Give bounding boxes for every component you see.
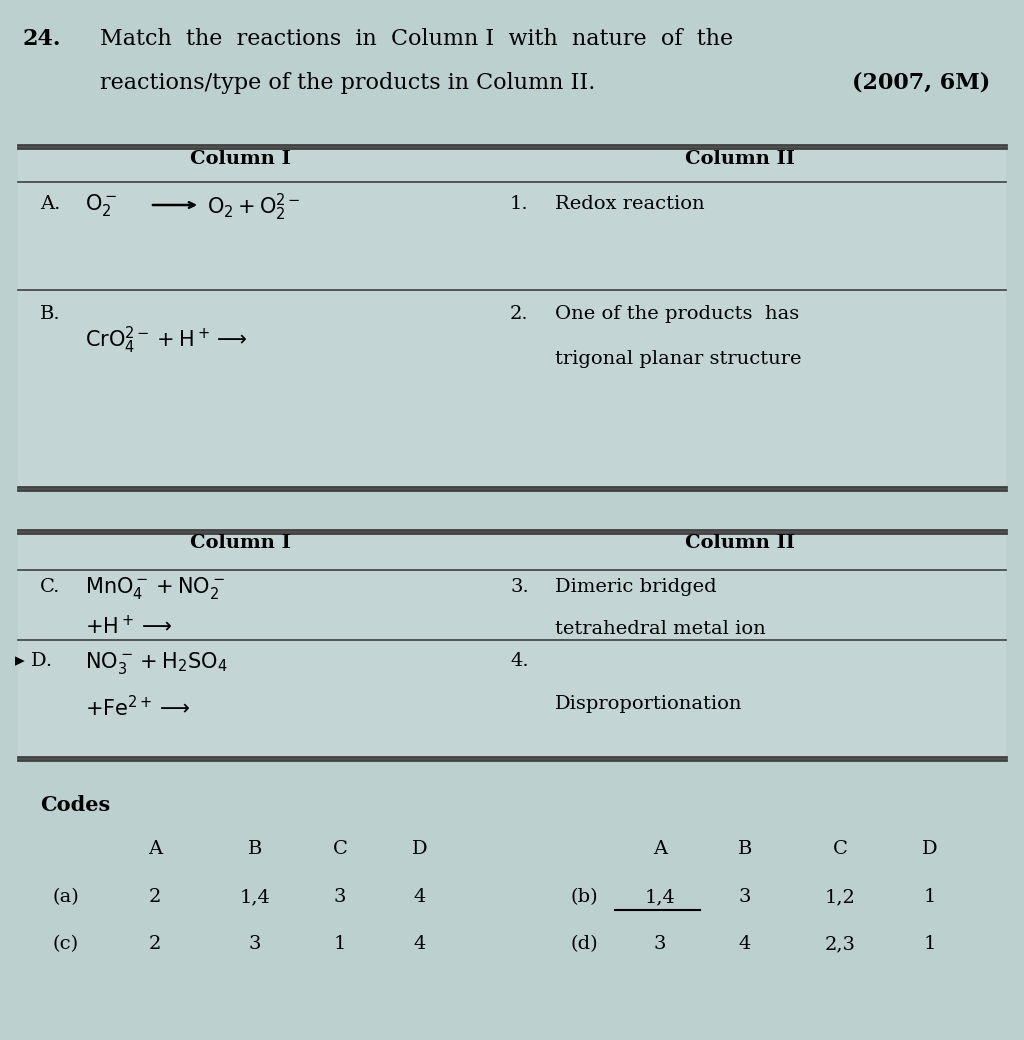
Text: 3: 3 — [653, 935, 667, 953]
Text: 3: 3 — [249, 935, 261, 953]
Text: 1,2: 1,2 — [824, 888, 855, 906]
Text: A: A — [653, 840, 667, 858]
Text: 4: 4 — [738, 935, 752, 953]
Text: trigonal planar structure: trigonal planar structure — [555, 350, 802, 368]
Text: 1.: 1. — [510, 196, 528, 213]
Text: A: A — [147, 840, 162, 858]
Text: $\mathrm{CrO_4^{2-} + H^+ \longrightarrow}$: $\mathrm{CrO_4^{2-} + H^+ \longrightarro… — [85, 324, 248, 356]
Text: 1: 1 — [334, 935, 346, 953]
Text: (a): (a) — [52, 888, 79, 906]
Text: Column II: Column II — [685, 150, 795, 168]
Text: One of the products  has: One of the products has — [555, 305, 800, 323]
Text: Column II: Column II — [685, 534, 795, 552]
Text: 4: 4 — [414, 935, 426, 953]
Text: Column I: Column I — [189, 534, 291, 552]
Text: 4: 4 — [414, 888, 426, 906]
Text: Redox reaction: Redox reaction — [555, 196, 705, 213]
Text: 3.: 3. — [510, 578, 528, 596]
Text: C: C — [833, 840, 848, 858]
Text: (2007, 6M): (2007, 6M) — [852, 72, 990, 94]
Text: $\mathrm{O_2^-}$: $\mathrm{O_2^-}$ — [85, 192, 117, 218]
Text: B.: B. — [40, 305, 60, 323]
Text: Column I: Column I — [189, 150, 291, 168]
Text: 1: 1 — [924, 888, 936, 906]
Text: B: B — [738, 840, 753, 858]
Text: Disproportionation: Disproportionation — [555, 695, 742, 713]
Text: $\mathrm{+ H^+ \longrightarrow}$: $\mathrm{+ H^+ \longrightarrow}$ — [85, 615, 172, 639]
Text: 2: 2 — [148, 935, 161, 953]
Text: 3: 3 — [738, 888, 752, 906]
Text: Dimeric bridged: Dimeric bridged — [555, 578, 717, 596]
Text: reactions/type of the products in Column II.: reactions/type of the products in Column… — [100, 72, 595, 94]
Text: Codes: Codes — [40, 795, 111, 815]
Text: B: B — [248, 840, 262, 858]
Text: 1,4: 1,4 — [240, 888, 270, 906]
Text: 1,4: 1,4 — [644, 888, 676, 906]
Text: tetrahedral metal ion: tetrahedral metal ion — [555, 620, 766, 638]
Text: 2,3: 2,3 — [824, 935, 855, 953]
Text: (c): (c) — [52, 935, 78, 953]
Text: $\mathrm{+ Fe^{2+} \longrightarrow}$: $\mathrm{+ Fe^{2+} \longrightarrow}$ — [85, 695, 190, 720]
Text: D: D — [923, 840, 938, 858]
Text: 2: 2 — [148, 888, 161, 906]
Text: $\mathrm{NO_3^- + H_2SO_4}$: $\mathrm{NO_3^- + H_2SO_4}$ — [85, 650, 227, 676]
Text: 3: 3 — [334, 888, 346, 906]
Text: C.: C. — [40, 578, 60, 596]
Text: 2.: 2. — [510, 305, 528, 323]
Text: Match  the  reactions  in  Column I  with  nature  of  the: Match the reactions in Column I with nat… — [100, 28, 733, 50]
Text: $\mathrm{O_2 + O_2^{2-}}$: $\mathrm{O_2 + O_2^{2-}}$ — [207, 192, 301, 224]
Text: 24.: 24. — [22, 28, 60, 50]
Text: A.: A. — [40, 196, 60, 213]
Text: $\mathrm{MnO_4^- + NO_2^-}$: $\mathrm{MnO_4^- + NO_2^-}$ — [85, 575, 225, 601]
Text: C: C — [333, 840, 347, 858]
Text: (d): (d) — [570, 935, 598, 953]
Text: ▸ D.: ▸ D. — [15, 652, 52, 670]
Text: D: D — [413, 840, 428, 858]
Text: 4.: 4. — [510, 652, 528, 670]
Bar — [18, 530, 1006, 760]
Text: (b): (b) — [570, 888, 598, 906]
Text: 1: 1 — [924, 935, 936, 953]
Bar — [18, 145, 1006, 490]
